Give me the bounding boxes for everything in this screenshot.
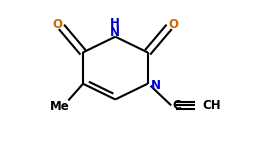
Text: Me: Me (50, 100, 69, 113)
Text: O: O (168, 18, 178, 31)
Text: CH: CH (203, 99, 221, 112)
Text: N: N (110, 26, 120, 39)
Text: H: H (110, 17, 120, 30)
Text: N: N (150, 79, 161, 92)
Text: O: O (52, 18, 63, 31)
Text: C: C (172, 99, 181, 112)
